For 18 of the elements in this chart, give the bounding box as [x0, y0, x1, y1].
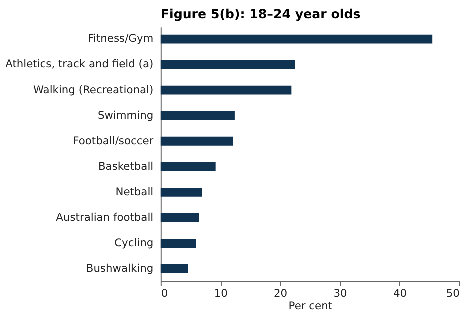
y-tick-label: Football/soccer	[73, 134, 154, 148]
y-tick-label: Walking (Recreational)	[33, 83, 154, 96]
y-tick-label: Australian football	[56, 210, 154, 224]
y-tick-label: Netball	[116, 185, 154, 198]
x-tick-label: 30	[334, 287, 348, 300]
x-tick-label: 40	[393, 287, 408, 300]
x-tick-label: 50	[446, 287, 460, 300]
y-tick-label: Swimming	[98, 108, 154, 122]
y-tick-label: Athletics, track and field (a)	[6, 58, 154, 71]
y-tick-label: Fitness/Gym	[88, 32, 154, 46]
x-tick-label: 10	[214, 287, 228, 300]
x-axis-title: Per cent	[288, 300, 333, 313]
y-tick-label: Bushwalking	[86, 262, 154, 275]
x-tick-label: 20	[274, 287, 288, 300]
y-tick-label: Basketball	[98, 160, 154, 173]
x-tick-label: 0	[161, 287, 168, 300]
chart-title: Figure 5(b): 18–24 year olds	[160, 6, 361, 22]
y-tick-label: Cycling	[114, 236, 154, 250]
